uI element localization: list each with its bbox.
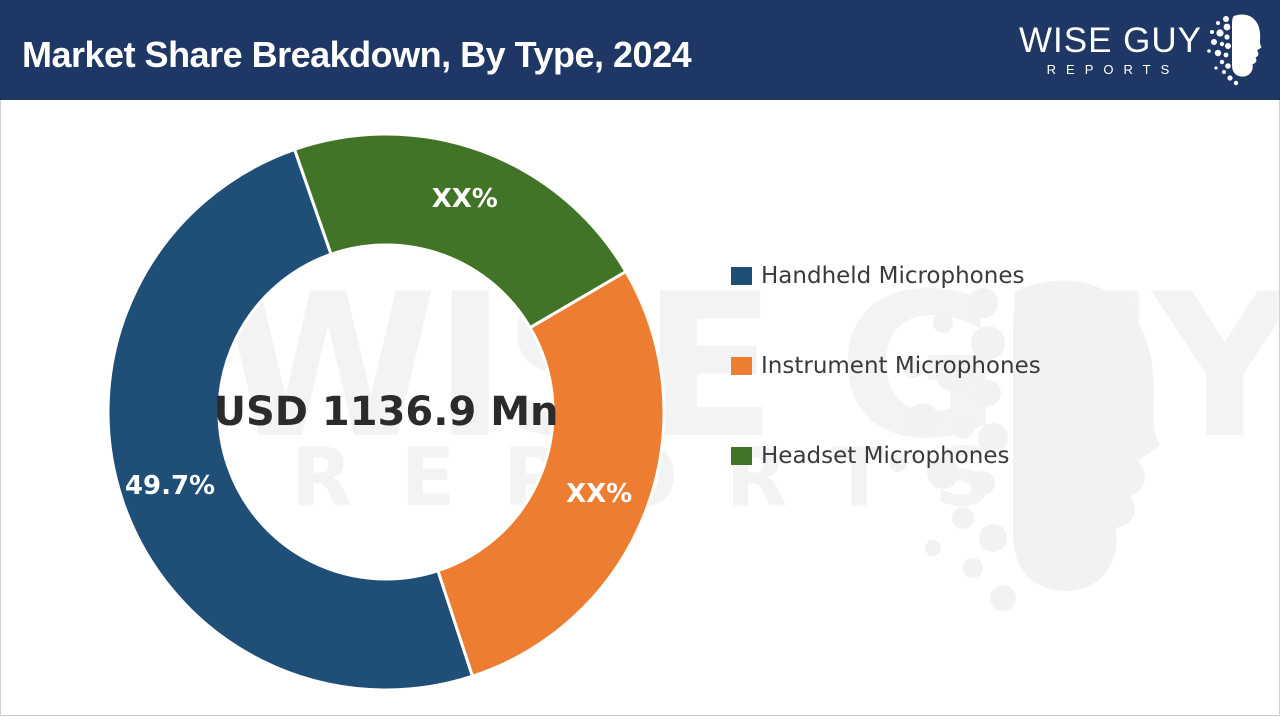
legend-label-headset: Headset Microphones bbox=[761, 443, 1010, 469]
header: Market Share Breakdown, By Type, 2024 WI… bbox=[0, 0, 1280, 100]
legend-swatch-instrument bbox=[731, 357, 752, 375]
donut-slice bbox=[436, 269, 666, 678]
donut-center-label: USD 1136.9 Mn bbox=[213, 389, 559, 435]
brand-logo: WISE GUY REPORTS bbox=[1019, 6, 1266, 94]
slice-percent-label: XX% bbox=[566, 479, 632, 509]
brand-name: WISE GUY bbox=[1018, 21, 1202, 60]
legend-label-handheld: Handheld Microphones bbox=[761, 263, 1025, 289]
brand-logo-text: WISE GUY REPORTS bbox=[1018, 21, 1202, 78]
donut-slice bbox=[293, 132, 628, 330]
legend-swatch-headset bbox=[731, 447, 752, 465]
slice-percent-label: XX% bbox=[432, 184, 498, 214]
legend-label-instrument: Instrument Microphones bbox=[761, 353, 1041, 379]
brand-subtitle: REPORTS bbox=[1046, 62, 1180, 77]
legend-item-headset: Headset Microphones bbox=[731, 442, 1041, 470]
donut-chart: 49.7% XX% XX% bbox=[106, 132, 666, 692]
page-title: Market Share Breakdown, By Type, 2024 bbox=[22, 34, 692, 75]
legend: Handheld Microphones Instrument Micropho… bbox=[731, 262, 1041, 470]
donut-slice bbox=[106, 147, 474, 692]
slice-percent-label: 49.7% bbox=[125, 471, 215, 501]
legend-item-handheld: Handheld Microphones bbox=[731, 262, 1041, 290]
content-area: WISE GUY REPORTS 49.7% XX% XX% USD 1136.9 … bbox=[0, 100, 1280, 716]
brand-face-icon bbox=[1207, 14, 1262, 86]
legend-swatch-handheld bbox=[731, 267, 752, 285]
legend-item-instrument: Instrument Microphones bbox=[731, 352, 1041, 380]
